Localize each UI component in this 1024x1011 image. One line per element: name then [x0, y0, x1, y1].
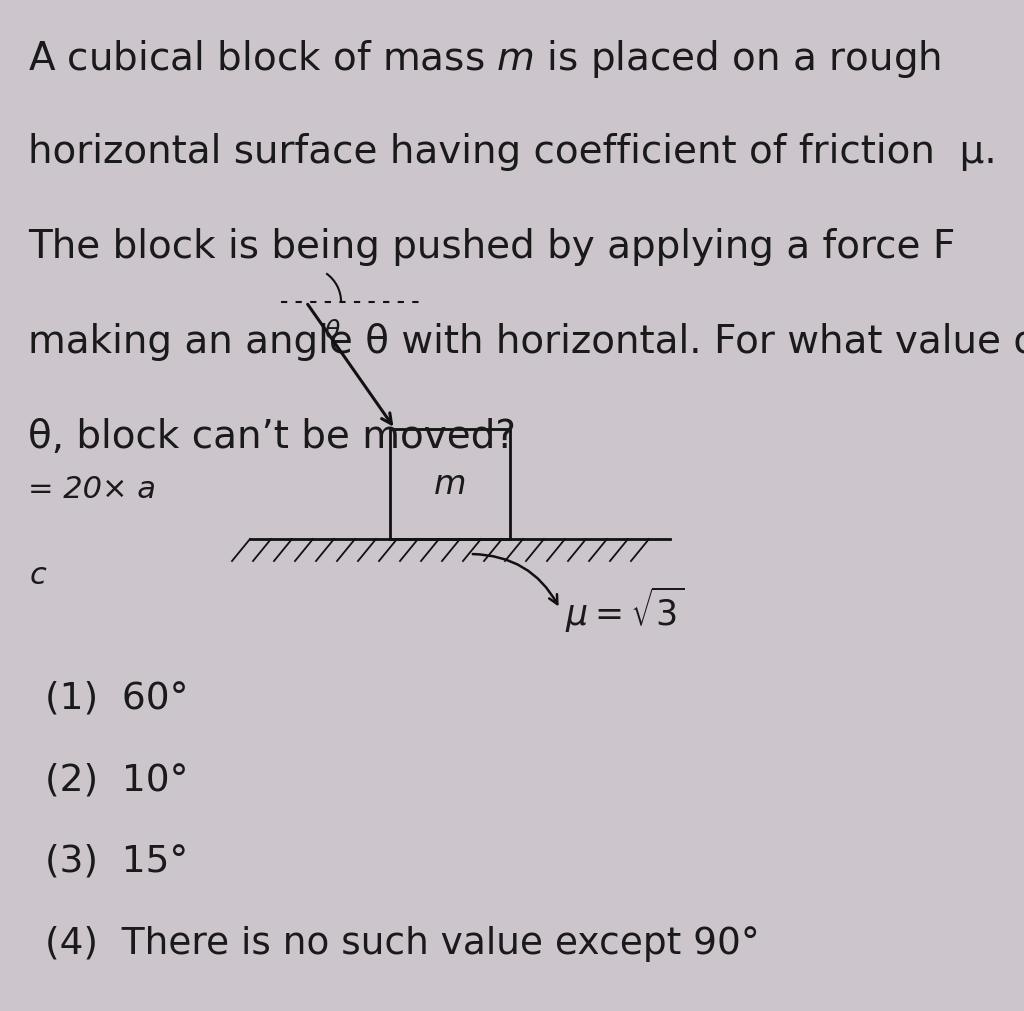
Text: (4)  There is no such value except 90°: (4) There is no such value except 90°: [45, 925, 760, 961]
Text: horizontal surface having coefficient of friction  μ.: horizontal surface having coefficient of…: [28, 132, 996, 171]
Text: The block is being pushed by applying a force F: The block is being pushed by applying a …: [28, 227, 955, 266]
Text: (1)  60°: (1) 60°: [45, 679, 188, 716]
Text: = 20× a: = 20× a: [28, 475, 156, 504]
Text: A cubical block of mass $m$ is placed on a rough: A cubical block of mass $m$ is placed on…: [28, 38, 941, 80]
Text: m: m: [434, 468, 466, 501]
Text: θ: θ: [324, 318, 339, 343]
Text: (3)  15°: (3) 15°: [45, 843, 188, 880]
Text: θ, block can’t be moved?: θ, block can’t be moved?: [28, 418, 516, 456]
Bar: [390, 430, 510, 540]
Text: c: c: [30, 560, 47, 589]
Text: making an angle θ with horizontal. For what value of: making an angle θ with horizontal. For w…: [28, 323, 1024, 361]
Text: (2)  10°: (2) 10°: [45, 761, 188, 798]
Text: $\mu = \sqrt{3}$: $\mu = \sqrt{3}$: [565, 584, 684, 635]
